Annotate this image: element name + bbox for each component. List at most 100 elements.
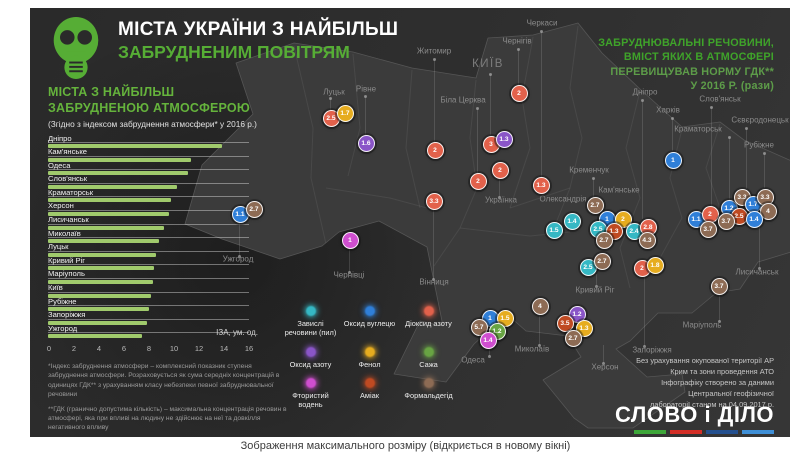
legend-item: Діоксид азоту bbox=[400, 306, 457, 338]
map-city-label: Харків bbox=[656, 105, 680, 115]
axis-tick-label: 6 bbox=[121, 344, 127, 353]
map-city-label: Вінниця bbox=[419, 277, 449, 287]
map-city-label: Краматорськ bbox=[674, 124, 722, 134]
source-line: Без урахування окупованої території АР bbox=[636, 356, 774, 365]
bar-row: Миколаїв bbox=[48, 230, 292, 244]
bar-chart-panel: МІСТА З НАЙБІЛЬШ ЗАБРУДНЕНОЮ АТМОСФЕРОЮ … bbox=[48, 84, 292, 339]
map-marker: 1.4 bbox=[745, 210, 763, 228]
bar-label: Кам'янське bbox=[48, 148, 249, 157]
map-city-label: Кам'янське bbox=[598, 185, 640, 195]
map-city-label: Ужгород bbox=[222, 254, 254, 264]
city-dot bbox=[476, 107, 479, 110]
legend-item: Аміак bbox=[341, 377, 398, 410]
leader-line bbox=[746, 128, 747, 189]
full-size-image-link[interactable]: Зображення максимального розміру (відкри… bbox=[240, 440, 571, 452]
bar bbox=[48, 171, 188, 176]
soot-legend-dot bbox=[423, 346, 434, 357]
bar bbox=[48, 184, 177, 189]
bar-row: Київ bbox=[48, 284, 292, 298]
legend-label: Завислі речовини (пил) bbox=[284, 319, 337, 338]
map-marker: 1.1 bbox=[231, 205, 249, 223]
map-city-label: Черкаси bbox=[526, 18, 558, 28]
map-city-label: Українка bbox=[485, 195, 517, 205]
legend-label: Фенол bbox=[358, 359, 381, 369]
bar bbox=[48, 144, 222, 149]
map-marker: 2 bbox=[701, 205, 719, 223]
map-marker: 3.7 bbox=[710, 277, 728, 295]
no-legend-dot bbox=[305, 346, 316, 357]
bar-row: Лисичанськ bbox=[48, 216, 292, 230]
bar bbox=[48, 334, 142, 339]
hf-legend-dot bbox=[305, 377, 316, 388]
legend-label: Оксид вуглецю bbox=[343, 319, 396, 328]
leader-line bbox=[764, 153, 765, 188]
map-marker: 3.5 bbox=[556, 314, 574, 332]
map-city-label: Маріуполь bbox=[682, 320, 722, 330]
dust-legend-dot bbox=[305, 306, 316, 316]
axis-tick-label: 4 bbox=[96, 344, 102, 353]
map-annotations: Луцьк Рівне Житомир КИЇВ Чернігів Черкаси Біла… bbox=[30, 8, 790, 437]
leader-line bbox=[434, 59, 435, 142]
leader-line bbox=[489, 347, 490, 356]
map-marker: 2 bbox=[510, 84, 528, 102]
source-line: лабораторії станом на 04.09.2017 р. bbox=[650, 400, 774, 410]
bar-chart-title-line1: МІСТА З НАЙБІЛЬШ bbox=[48, 85, 175, 99]
bar-row: Одеса bbox=[48, 162, 292, 176]
map-marker: 4 bbox=[531, 297, 549, 315]
axis-tick-label: 16 bbox=[244, 344, 254, 353]
bar-label: Краматорськ bbox=[48, 189, 249, 198]
bar-chart-subtitle: (Згідно з індексом забруднення атмосфери… bbox=[48, 118, 257, 129]
footnotes: *Індекс забруднення атмосфери – комплекс… bbox=[48, 362, 290, 437]
leader-line bbox=[365, 96, 366, 135]
bar-row: Слов'янськ bbox=[48, 175, 292, 189]
nh3-legend-dot bbox=[364, 377, 375, 388]
city-dot bbox=[710, 106, 713, 109]
map-marker: 1 bbox=[664, 151, 682, 169]
map-marker: 2.7 bbox=[595, 231, 613, 249]
legend-label: Сажа bbox=[419, 359, 438, 369]
map-city-label: Луцьк bbox=[323, 87, 345, 97]
map-city-label: Дніпро bbox=[632, 87, 658, 97]
map-marker: 1.4 bbox=[563, 212, 581, 230]
bar bbox=[48, 266, 155, 271]
map-city-label: Житомир bbox=[416, 46, 452, 56]
map-marker: 1.6 bbox=[357, 134, 375, 152]
map-marker: 2.7 bbox=[245, 200, 263, 218]
map-city-label: Чернігів bbox=[502, 36, 532, 46]
city-dot bbox=[488, 355, 491, 358]
footnote-1: *Індекс забруднення атмосфери – комплекс… bbox=[48, 363, 280, 399]
map-city-label: Кременчук bbox=[569, 165, 609, 175]
city-dot bbox=[348, 271, 351, 274]
leader-line bbox=[499, 176, 500, 197]
bar bbox=[48, 239, 160, 244]
leader-line bbox=[644, 276, 645, 346]
leader-line bbox=[349, 247, 350, 272]
city-dot bbox=[641, 99, 644, 102]
bar-label: Маріуполь bbox=[48, 270, 249, 280]
map-marker: 1.1 bbox=[687, 210, 705, 228]
axis-tick-label: 8 bbox=[146, 344, 152, 353]
bar-row: Херсон bbox=[48, 202, 292, 217]
bar-row: Краматорськ bbox=[48, 189, 292, 203]
source-line: Інфографіку створено за даними bbox=[661, 378, 774, 388]
bar-chart-title: МІСТА З НАЙБІЛЬШ ЗАБРУДНЕНОЮ АТМОСФЕРОЮ bbox=[48, 84, 292, 117]
city-dot bbox=[433, 58, 436, 61]
map-city-label: Чернівці bbox=[333, 270, 365, 280]
legend-item: Сажа bbox=[400, 346, 457, 369]
city-dot bbox=[329, 97, 332, 100]
bar-label: Миколаїв bbox=[48, 230, 249, 239]
bar-row: Запоріжжя bbox=[48, 311, 292, 325]
city-dot bbox=[592, 177, 595, 180]
bar-row: Маріуполь bbox=[48, 270, 292, 285]
map-city-label: Слов'янськ bbox=[699, 94, 741, 104]
leader-line bbox=[596, 274, 597, 286]
map-marker: 1.7 bbox=[336, 104, 354, 122]
map-city-label: Олександрія bbox=[539, 194, 587, 204]
leader-line bbox=[330, 98, 331, 111]
x-axis-label: ІЗА, ум. од. bbox=[216, 328, 258, 337]
map-marker: 2.4 bbox=[625, 222, 643, 240]
legend-label: Аміак bbox=[360, 390, 379, 400]
legend-item: Формальдегід bbox=[400, 377, 457, 410]
leader-line bbox=[759, 226, 760, 268]
map-city-label: Кривий Ріг bbox=[575, 285, 615, 295]
